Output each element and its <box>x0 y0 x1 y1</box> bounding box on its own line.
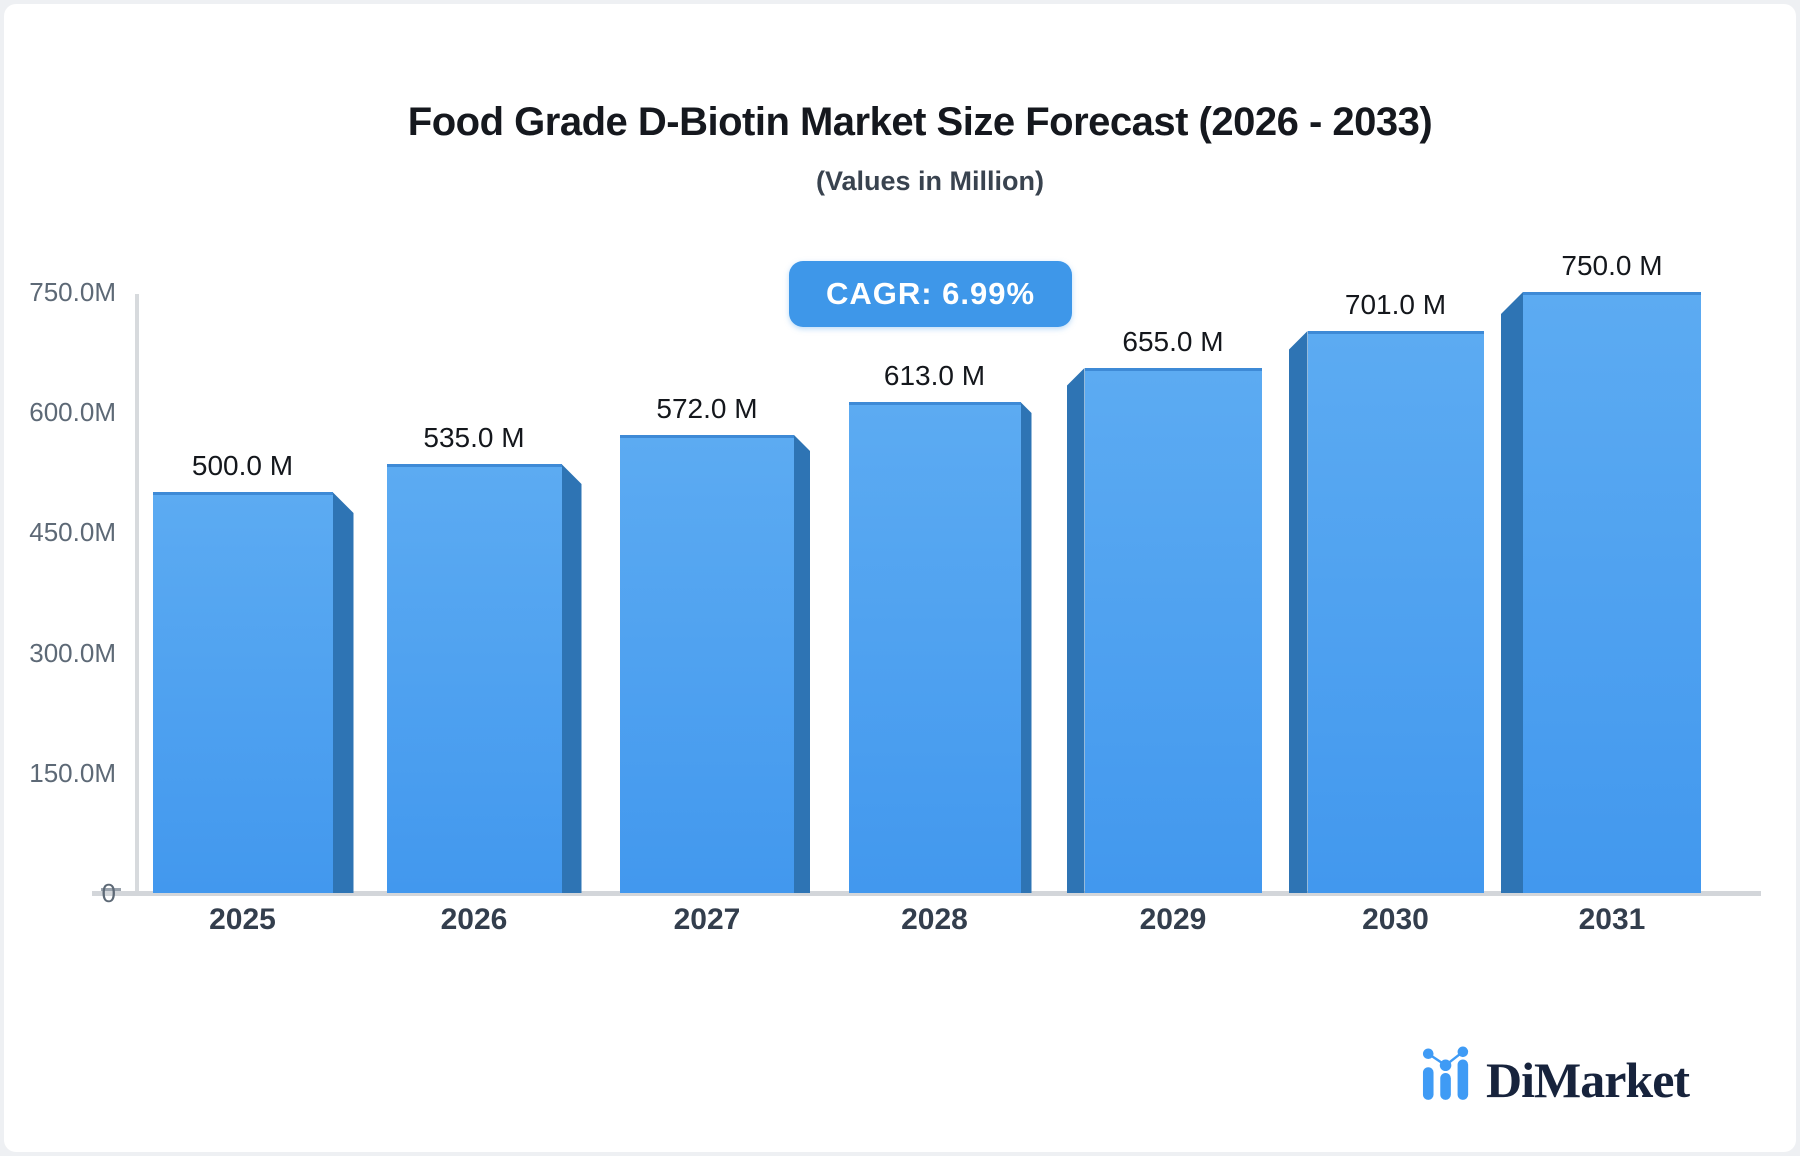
y-axis-tick-label: 450.0M <box>29 517 116 548</box>
x-axis-category-label: 2028 <box>901 903 968 936</box>
bar-2026-side-face <box>561 464 582 893</box>
bar-2031 <box>1523 292 1701 893</box>
bar-value-label: 535.0 M <box>423 422 525 453</box>
bar-2028 <box>848 402 1021 893</box>
bar-value-label: 500.0 M <box>191 450 294 481</box>
chart-card: Food Grade D-Biotin Market Size Forecast… <box>4 4 1796 1152</box>
bar-value-label: 655.0 M <box>1122 326 1224 357</box>
bar-2027 <box>620 435 794 893</box>
bar-value-label: 701.0 M <box>1344 289 1447 320</box>
cagr-badge: CAGR: 6.99% <box>789 261 1072 327</box>
bar-2025 <box>152 492 333 893</box>
brand-logo: DiMarket <box>1422 1044 1690 1108</box>
y-axis-tick-label: 150.0M <box>29 757 116 788</box>
x-axis-category-label: 2025 <box>209 903 276 936</box>
cagr-badge-label: CAGR: 6.99% <box>825 276 1036 311</box>
x-axis-category-label: 2026 <box>440 903 508 936</box>
bar-2029 <box>1084 368 1262 893</box>
bar-value-label: 572.0 M <box>656 393 758 424</box>
bar-chart-logo-icon <box>1422 1044 1472 1105</box>
bar-2027-side-face <box>794 435 810 893</box>
bar-2025-side-face <box>332 492 354 893</box>
chart-title: Food Grade D-Biotin Market Size Forecast… <box>407 100 1433 144</box>
y-axis-tick-label: 600.0M <box>29 397 116 428</box>
chart-subtitle: (Values in Million) <box>815 166 1045 196</box>
brand-logo-text: DiMarket <box>1486 1052 1690 1108</box>
x-axis-baseline <box>92 891 1761 896</box>
x-axis-category-label: 2029 <box>1139 903 1207 936</box>
y-axis-tick-label: 300.0M <box>29 637 116 668</box>
y-axis-tick-label: 750.0M <box>29 277 116 308</box>
x-axis-category-label: 2027 <box>673 903 741 936</box>
bar-2030-side-face <box>1288 331 1308 893</box>
bar-value-label: 750.0 M <box>1561 250 1663 281</box>
bar-chart: 750.0M 600.0M 450.0M 300.0M 150.0M 0 500.0 M 20… <box>4 4 1796 1152</box>
y-axis-tick-label: 0 <box>101 878 116 908</box>
bar-2031-side-face <box>1501 292 1523 893</box>
bar-2029-side-face <box>1066 368 1085 893</box>
x-axis-category-label: 2030 <box>1362 903 1429 936</box>
bar-2030 <box>1307 331 1484 893</box>
bar-2028-side-face <box>1020 402 1032 893</box>
bar-value-label: 613.0 M <box>883 360 986 391</box>
bar-2026 <box>386 464 562 893</box>
zero-tick-mark <box>101 888 121 891</box>
y-axis-line <box>135 294 139 893</box>
x-axis-category-label: 2031 <box>1578 903 1646 936</box>
